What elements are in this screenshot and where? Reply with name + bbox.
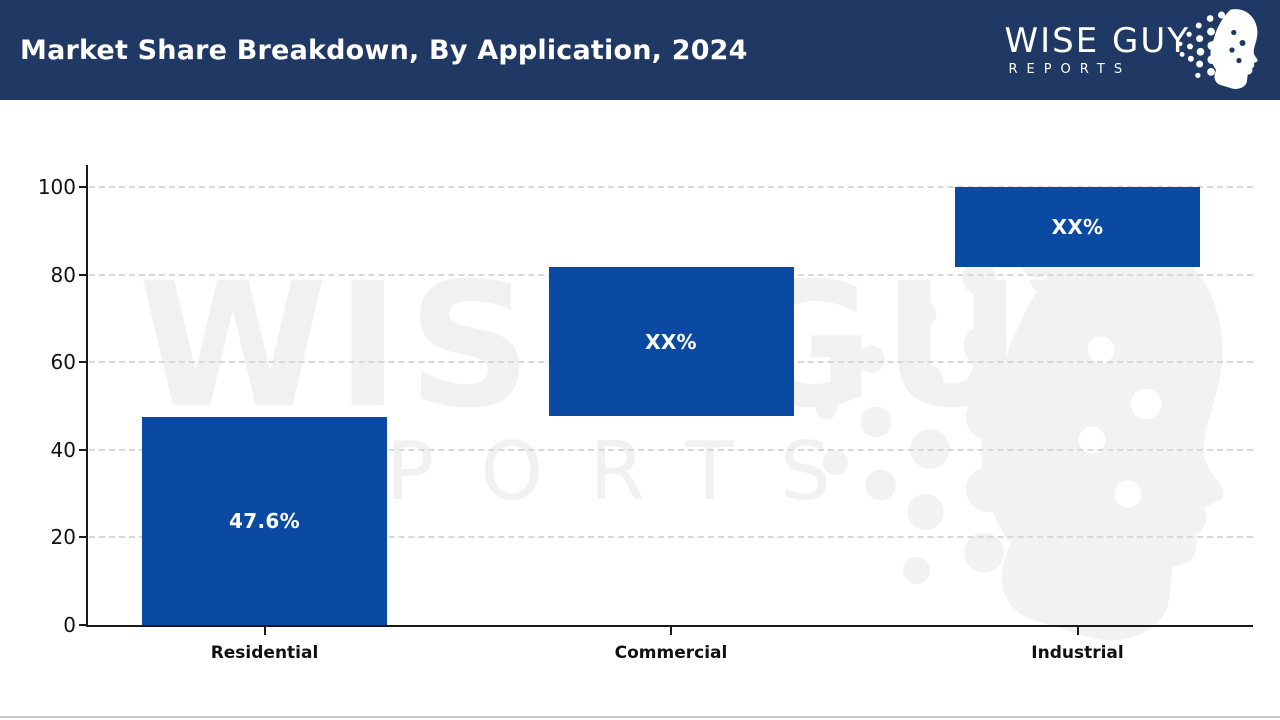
bar-value-label-industrial: XX% xyxy=(1051,214,1104,239)
x-tick-mark-commercial xyxy=(670,627,672,635)
wise-guy-head-icon xyxy=(1178,9,1258,89)
y-tick-label-0: 0 xyxy=(63,613,76,637)
gridline-40 xyxy=(89,448,1253,451)
bar-value-label-residential: 47.6% xyxy=(229,508,300,533)
x-tick-label-industrial: Industrial xyxy=(1031,643,1124,663)
y-tick-mark-40 xyxy=(79,448,87,451)
x-tick-mark-industrial xyxy=(1076,627,1079,635)
y-tick-mark-0 xyxy=(79,624,87,626)
gridline-20 xyxy=(89,536,1253,539)
header: Market Share Breakdown, By Application, … xyxy=(0,0,1280,100)
gridline-100 xyxy=(89,186,1253,188)
wise-guy-logo: WISE GUY REPORTS xyxy=(1004,8,1262,92)
y-tick-mark-100 xyxy=(79,186,87,188)
y-tick-label-40: 40 xyxy=(50,437,76,462)
bar-value-label-commercial: XX% xyxy=(645,329,697,354)
logo-text: WISE GUY REPORTS xyxy=(1004,24,1190,77)
y-tick-label-100: 100 xyxy=(37,175,76,199)
watermark-head-icon xyxy=(815,229,1224,641)
bar-residential: 47.6% xyxy=(142,416,387,625)
page-title: Market Share Breakdown, By Application, … xyxy=(20,34,748,66)
x-tick-label-residential: Residential xyxy=(210,643,319,663)
x-tick-label-commercial: Commercial xyxy=(614,643,728,663)
y-tick-label-60: 60 xyxy=(50,350,76,375)
y-tick-mark-60 xyxy=(79,361,87,364)
bar-commercial: XX% xyxy=(548,266,794,417)
bar-industrial: XX% xyxy=(955,187,1200,267)
y-tick-label-20: 20 xyxy=(50,525,76,550)
y-tick-mark-20 xyxy=(79,536,87,539)
x-tick-mark-residential xyxy=(263,627,266,635)
plot-area: WISE GUY REPORTS 0 20 40 60 80 100 47.6% XX% XX… xyxy=(0,100,1280,710)
logo-wordmark: WISE GUY xyxy=(1004,20,1190,61)
bottom-border xyxy=(0,716,1280,718)
y-tick-mark-80 xyxy=(79,273,87,276)
y-tick-label-80: 80 xyxy=(50,262,76,287)
logo-subtitle: REPORTS xyxy=(1008,61,1132,77)
x-axis-line xyxy=(86,625,1253,627)
y-axis-line xyxy=(86,165,88,627)
